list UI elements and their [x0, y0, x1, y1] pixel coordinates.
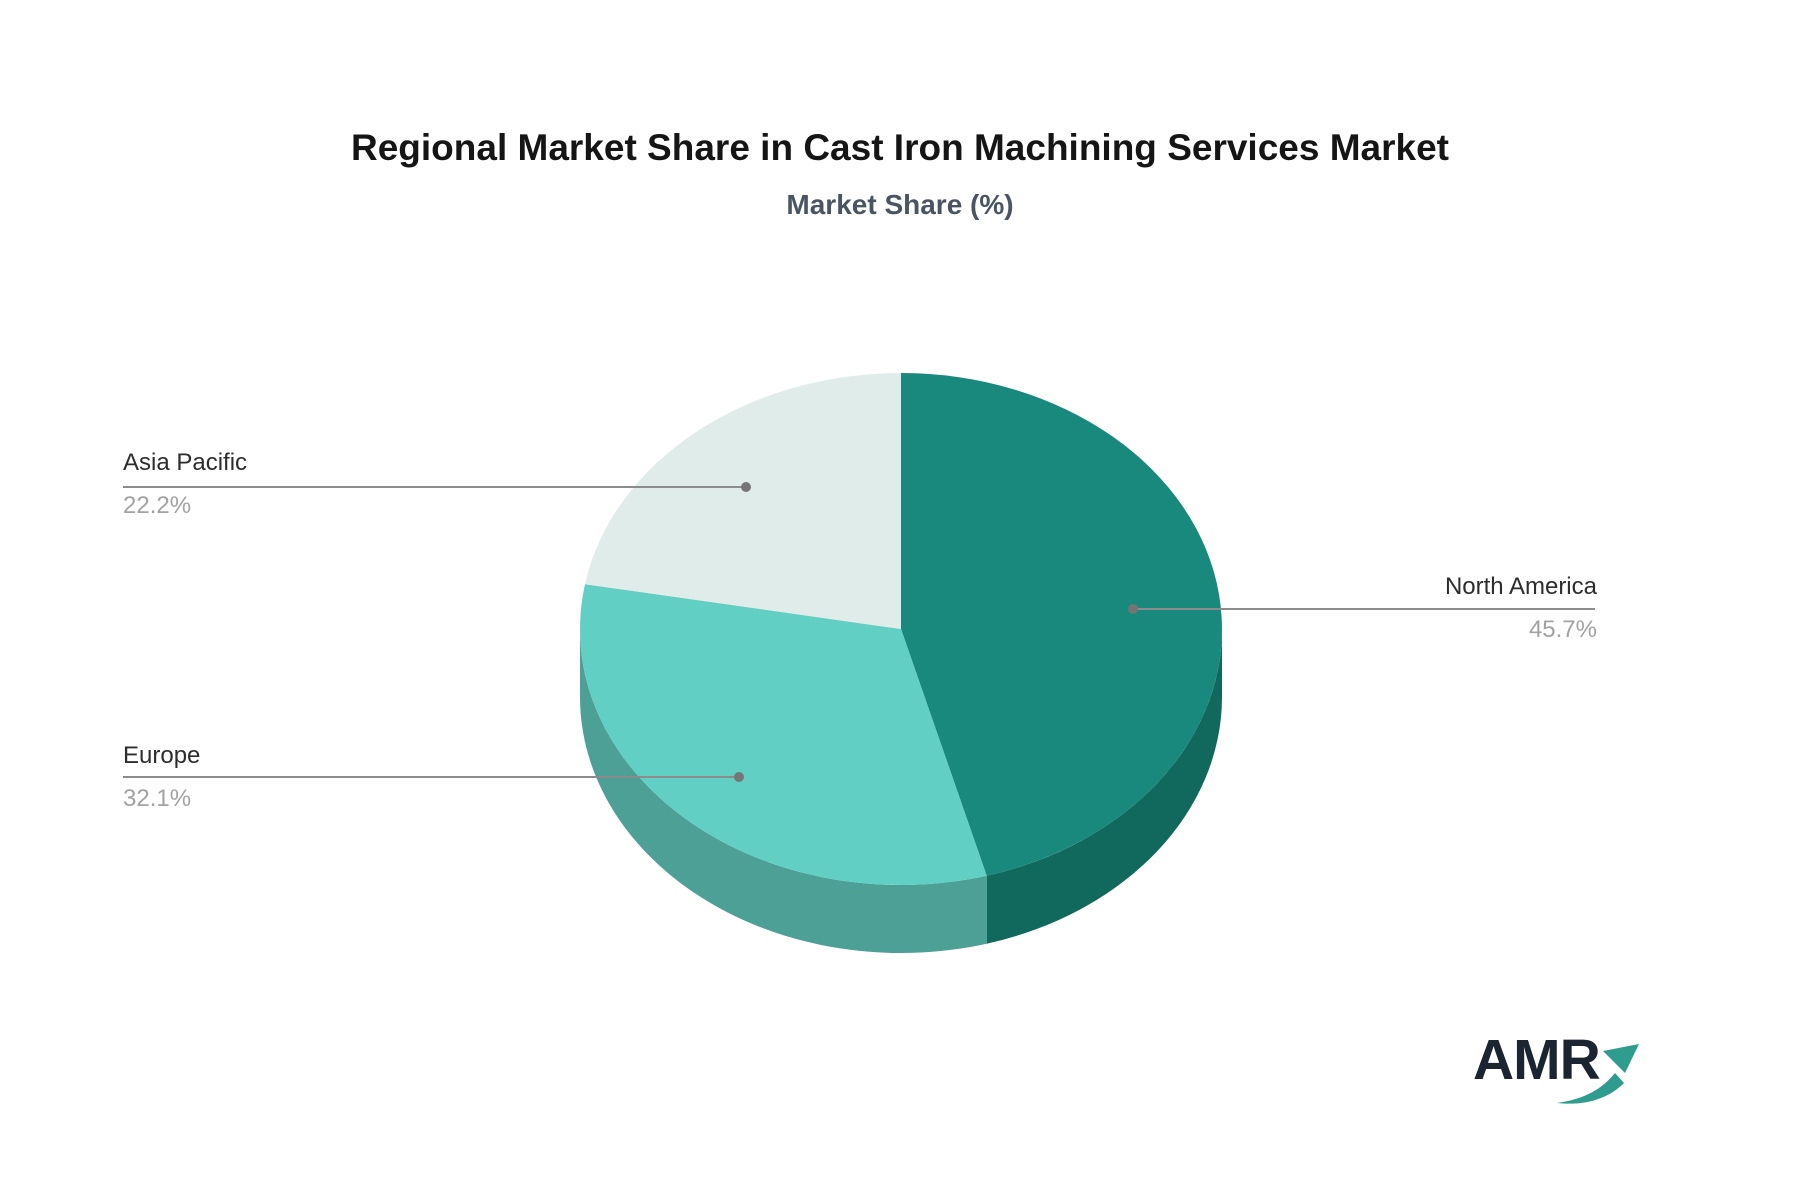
- slice-label-europe: Europe: [123, 742, 201, 769]
- pie-slice-europe[interactable]: [580, 584, 987, 885]
- leader-dot-asia-pacific: [741, 482, 751, 492]
- pie-slice-asia-pacific[interactable]: [585, 373, 901, 629]
- leader-dot-north-america: [1128, 604, 1138, 614]
- amr-logo-text: AMR: [1473, 1028, 1601, 1092]
- amr-logo: AMR: [1473, 1030, 1703, 1120]
- slice-value-europe: 32.1%: [123, 785, 192, 812]
- slice-label-asia-pacific: Asia Pacific: [123, 449, 248, 476]
- pie-slice-side-europe: [580, 629, 987, 953]
- pie-slice-side-north-america: [986, 629, 1222, 944]
- growth-arrow-icon: [1557, 1044, 1639, 1104]
- leader-dot-europe: [734, 772, 744, 782]
- slice-label-north-america: North America: [1444, 573, 1597, 600]
- pie-slice-north-america[interactable]: [901, 373, 1222, 876]
- chart-title: Regional Market Share in Cast Iron Machi…: [350, 127, 1449, 168]
- slice-value-asia-pacific: 22.2%: [123, 492, 192, 519]
- slice-value-north-america: 45.7%: [1528, 616, 1597, 643]
- chart-subtitle: Market Share (%): [786, 189, 1014, 220]
